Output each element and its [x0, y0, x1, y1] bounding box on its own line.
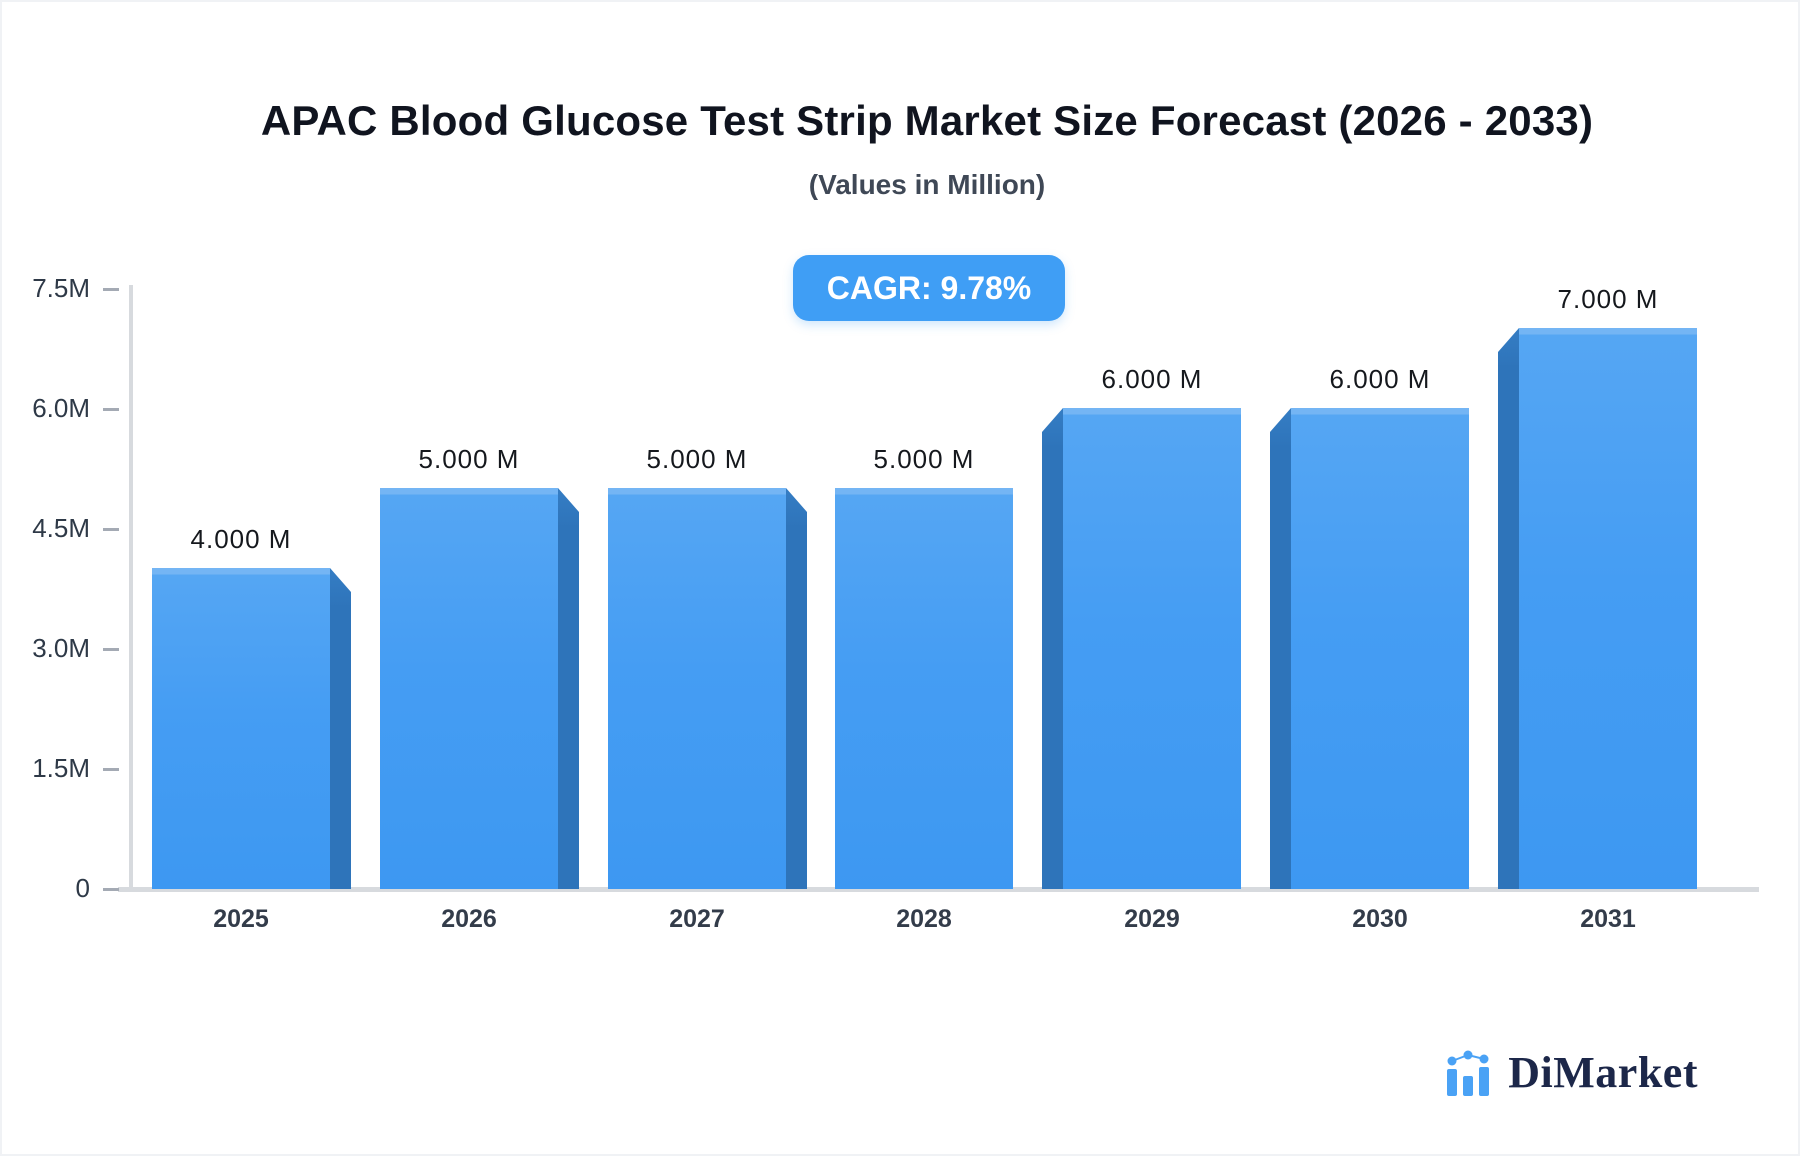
bar-face-2029: [1063, 408, 1241, 889]
bar-face-2031: [1519, 328, 1697, 889]
bar-value-label-2026: 5.000 M: [418, 444, 520, 474]
bar-2031: [1498, 328, 1697, 889]
y-tick-label-5: 7.5M: [32, 273, 90, 303]
bar-3d-side-2025: [330, 568, 351, 889]
bar-3d-side-2027: [786, 488, 807, 889]
bar-2030: [1270, 408, 1469, 889]
x-tick-label-2027: 2027: [669, 905, 725, 933]
y-tick-mark-2: [103, 648, 119, 651]
bar-3d-side-2026: [558, 488, 579, 889]
bar-2025: [152, 568, 351, 889]
brand-logo: DiMarket: [1444, 1047, 1698, 1098]
bar-face-2025: [152, 568, 330, 889]
bar-2027: [608, 488, 807, 889]
y-tick-mark-1: [103, 768, 119, 771]
y-tick-label-4: 6.0M: [32, 393, 90, 423]
bar-3d-side-2029: [1042, 408, 1063, 889]
bar-value-label-2030: 6.000 M: [1329, 364, 1431, 394]
bar-2026: [380, 488, 579, 889]
cagr-badge-label: CAGR: 9.78%: [826, 269, 1032, 306]
bar-face-2026: [380, 488, 558, 889]
x-tick-label-2031: 2031: [1580, 905, 1636, 933]
bar-2029: [1042, 408, 1241, 889]
bar-face-2027: [608, 488, 786, 889]
y-tick-mark-5: [103, 288, 119, 291]
x-tick-label-2030: 2030: [1352, 905, 1408, 933]
bar-face-2028: [835, 488, 1013, 889]
x-tick-label-2026: 2026: [441, 905, 497, 933]
chart-subtitle: (Values in Million): [808, 169, 1046, 200]
y-tick-mark-4: [103, 408, 119, 411]
bar-value-label-2025: 4.000 M: [190, 524, 292, 554]
mini-bar-chart-icon: [1447, 1050, 1490, 1096]
y-tick-mark-0: [103, 888, 119, 891]
bar-value-label-2029: 6.000 M: [1101, 364, 1203, 394]
y-tick-label-2: 3.0M: [32, 633, 90, 663]
page-title: APAC Blood Glucose Test Strip Market Siz…: [260, 97, 1594, 144]
bar-3d-side-2031: [1498, 328, 1519, 889]
bar-3d-side-2030: [1270, 408, 1291, 889]
y-tick-label-0: 0: [75, 873, 90, 903]
x-tick-label-2028: 2028: [896, 905, 952, 933]
y-tick-mark-3: [103, 528, 119, 531]
y-axis-line: [129, 285, 133, 891]
x-tick-label-2029: 2029: [1124, 905, 1180, 933]
bar-face-2030: [1291, 408, 1469, 889]
y-tick-label-1: 1.5M: [32, 753, 90, 783]
bar-value-label-2031: 7.000 M: [1557, 284, 1659, 314]
bar-value-label-2027: 5.000 M: [646, 444, 748, 474]
y-tick-label-3: 4.5M: [32, 513, 90, 543]
bar-2028: [835, 488, 1013, 889]
x-tick-label-2025: 2025: [213, 905, 269, 933]
cagr-badge: CAGR: 9.78%: [793, 255, 1065, 321]
x-axis-baseline: [118, 887, 1759, 892]
brand-wordmark: DiMarket: [1508, 1048, 1698, 1097]
bar-value-label-2028: 5.000 M: [873, 444, 975, 474]
